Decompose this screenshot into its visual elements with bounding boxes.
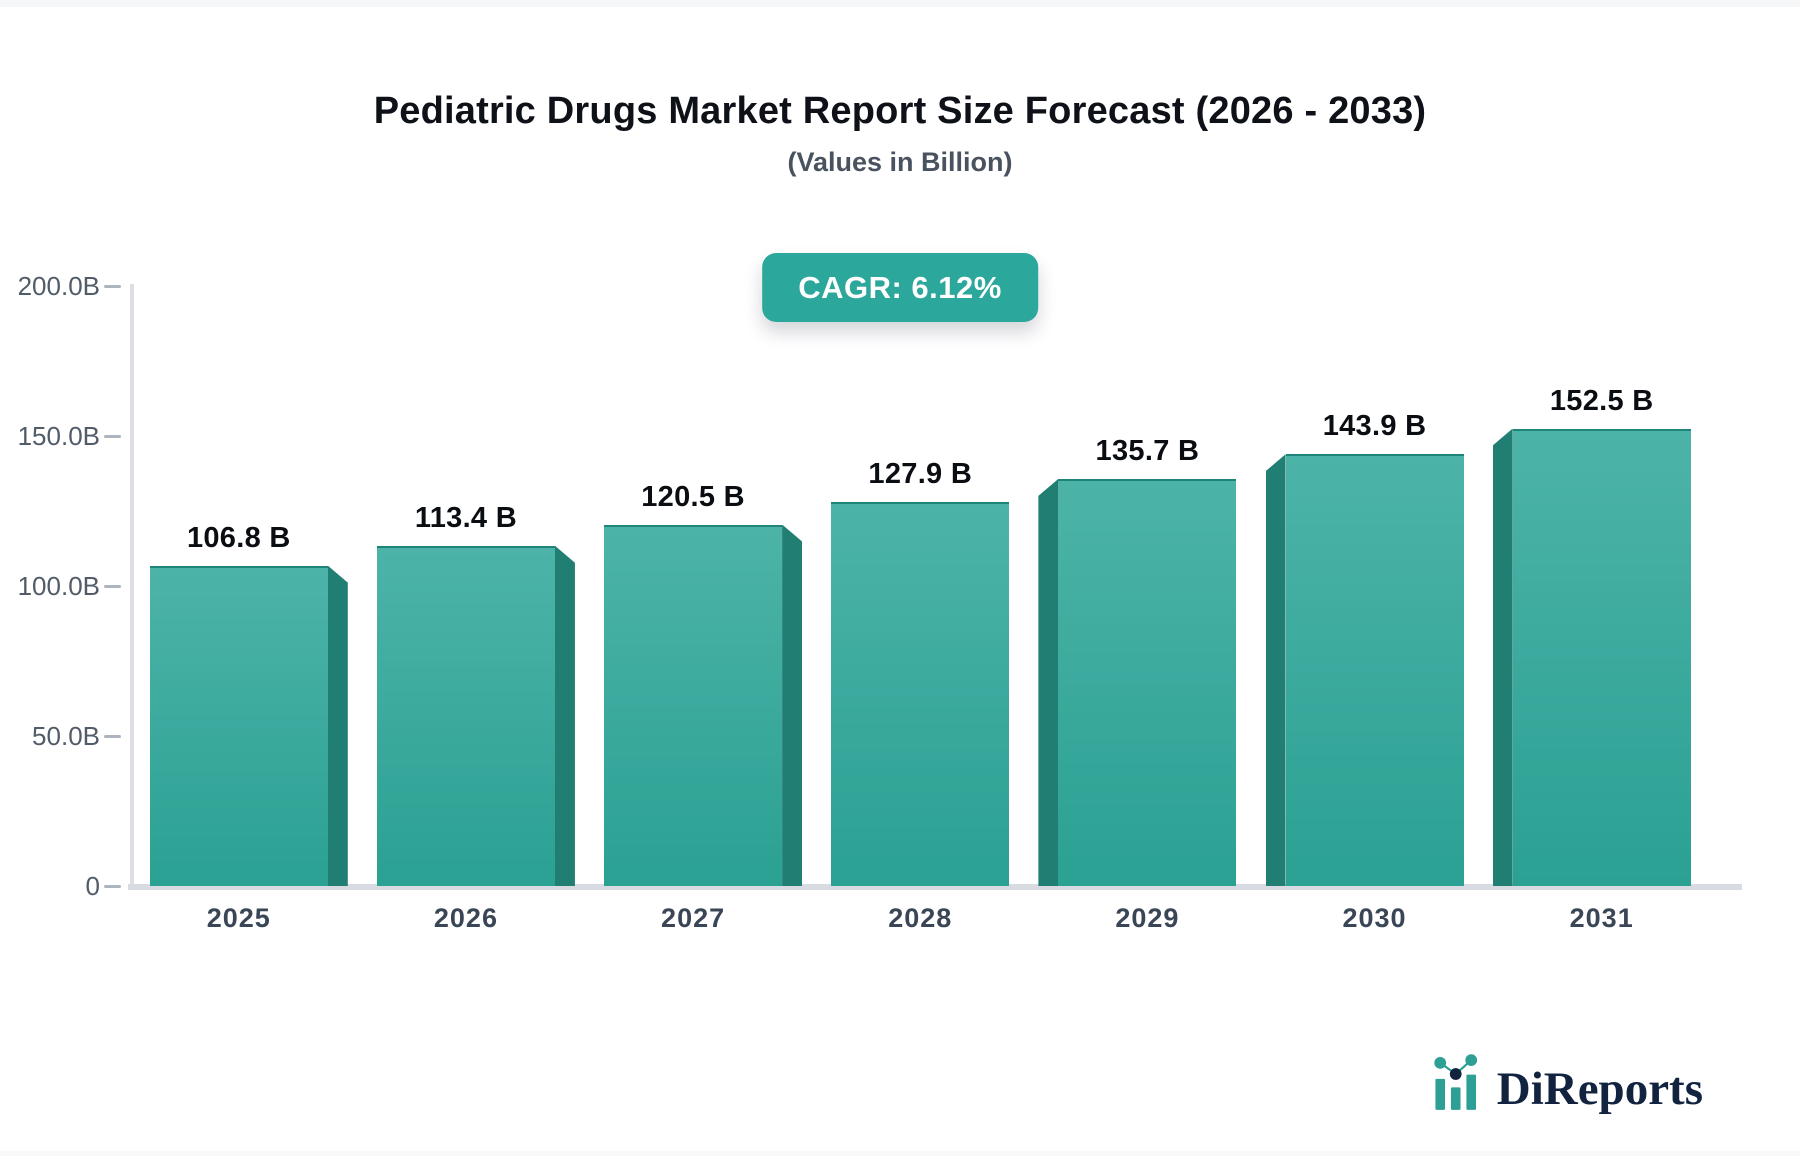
y-tick-mark-100.0B <box>104 585 121 588</box>
x-label-2031: 2031 <box>1569 903 1634 933</box>
bar-value-2030: 143.9 B <box>1322 410 1427 443</box>
y-axis-line <box>130 284 134 890</box>
x-label-2028: 2028 <box>888 903 953 933</box>
bar-value-2031: 152.5 B <box>1549 384 1654 417</box>
bar-side-2026 <box>554 545 575 886</box>
bar-side-2027 <box>782 524 803 886</box>
x-label-2025: 2025 <box>206 903 271 933</box>
bar-value-2026: 113.4 B <box>414 501 517 534</box>
bar-side-2025 <box>327 565 348 886</box>
bar-2026 <box>376 545 555 886</box>
bar-value-2027: 120.5 B <box>641 480 745 513</box>
x-label-2026: 2026 <box>433 903 498 933</box>
logo-chart-icon <box>1434 1054 1477 1110</box>
chart-title: Pediatric Drugs Market Report Size Forec… <box>373 90 1427 132</box>
x-axis-baseline <box>128 884 1742 890</box>
y-tick-mark-200.0B <box>104 285 121 288</box>
y-tick-mark-150.0B <box>104 435 121 438</box>
chart-subtitle: (Values in Billion) <box>787 147 1013 177</box>
x-label-2027: 2027 <box>661 903 726 933</box>
y-tick-mark-50.0B <box>104 735 121 738</box>
y-tick-label-100.0B: 100.0B <box>17 571 100 601</box>
bottom-edge-strip <box>0 1151 1800 1156</box>
bar-2030 <box>1285 454 1464 886</box>
bar-value-2028: 127.9 B <box>868 458 973 491</box>
y-tick-label-200.0B: 200.0B <box>17 271 100 301</box>
bar-side-2031 <box>1492 428 1513 886</box>
y-tick-mark-0 <box>104 885 121 888</box>
cagr-badge-label: CAGR: 6.12% <box>798 269 1002 305</box>
cagr-badge: CAGR: 6.12% <box>762 253 1038 322</box>
bar-2031 <box>1512 428 1691 886</box>
bar-2029 <box>1058 478 1237 886</box>
y-tick-label-50.0B: 50.0B <box>32 721 100 751</box>
y-tick-label-0: 0 <box>85 871 100 901</box>
top-edge-strip <box>0 0 1800 7</box>
bar-value-2029: 135.7 B <box>1095 434 1200 467</box>
bar-value-2025: 106.8 B <box>186 521 291 554</box>
bar-side-2029 <box>1038 478 1059 886</box>
x-label-2030: 2030 <box>1342 903 1407 933</box>
bar-2028 <box>831 502 1010 886</box>
bar-2025 <box>149 565 328 886</box>
brand-logo: DiReports <box>1432 1050 1703 1116</box>
y-tick-label-150.0B: 150.0B <box>17 421 100 451</box>
logo-text: DiReports <box>1496 1063 1703 1116</box>
x-label-2029: 2029 <box>1115 903 1180 933</box>
bar-2027 <box>604 524 783 886</box>
bar-side-2030 <box>1265 454 1286 886</box>
